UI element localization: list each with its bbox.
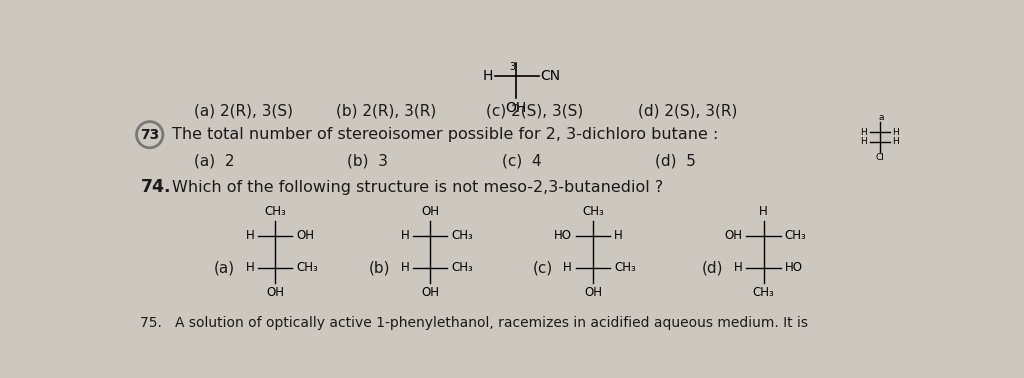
Text: H: H [759, 205, 768, 218]
Text: (a): (a) [214, 260, 234, 276]
Text: Which of the following structure is not meso-2,3-butanediol ?: Which of the following structure is not … [172, 180, 664, 195]
Text: (b): (b) [369, 260, 390, 276]
Text: H: H [892, 137, 899, 146]
Text: CH₃: CH₃ [452, 262, 473, 274]
Text: (b)  3: (b) 3 [347, 153, 388, 168]
Text: H: H [400, 229, 410, 242]
Text: (a) 2(R), 3(S): (a) 2(R), 3(S) [194, 103, 293, 118]
Text: 74.: 74. [140, 178, 171, 196]
Text: CH₃: CH₃ [296, 262, 317, 274]
Text: (c): (c) [532, 260, 553, 276]
Text: CH₃: CH₃ [582, 205, 604, 218]
Text: OH: OH [266, 286, 285, 299]
Text: The total number of stereoisomer possible for 2, 3-dichloro butane :: The total number of stereoisomer possibl… [172, 127, 719, 142]
Text: (d) 2(S), 3(R): (d) 2(S), 3(R) [638, 103, 737, 118]
Text: H: H [860, 128, 867, 137]
Text: CH₃: CH₃ [784, 229, 806, 242]
Text: H: H [860, 137, 867, 146]
Text: (d)  5: (d) 5 [655, 153, 696, 168]
Text: H: H [246, 262, 254, 274]
Text: (c)  4: (c) 4 [502, 153, 541, 168]
Text: H: H [482, 69, 493, 83]
Text: HO: HO [784, 262, 803, 274]
Text: OH: OH [421, 205, 439, 218]
Text: CN: CN [541, 69, 560, 83]
Text: CH₃: CH₃ [264, 205, 286, 218]
Text: 73: 73 [140, 128, 160, 142]
Text: H: H [246, 229, 254, 242]
Text: 3: 3 [509, 62, 515, 72]
Text: OH: OH [296, 229, 314, 242]
Text: H: H [892, 128, 899, 137]
Text: H: H [400, 262, 410, 274]
Text: HO: HO [554, 229, 572, 242]
Text: H: H [734, 262, 742, 274]
Text: (b) 2(R), 3(R): (b) 2(R), 3(R) [336, 103, 436, 118]
Text: 75.   A solution of optically active 1-phenylethanol, racemizes in acidified aqu: 75. A solution of optically active 1-phe… [140, 316, 808, 330]
Text: CH₃: CH₃ [753, 286, 774, 299]
Text: a: a [879, 113, 884, 122]
Text: CH₃: CH₃ [614, 262, 636, 274]
Text: Cl: Cl [876, 153, 884, 162]
Text: OH: OH [505, 101, 526, 115]
Text: OH: OH [725, 229, 742, 242]
Text: H: H [563, 262, 572, 274]
Text: (d): (d) [701, 260, 723, 276]
Text: OH: OH [584, 286, 602, 299]
Text: (a)  2: (a) 2 [194, 153, 234, 168]
Text: (c) 2(S), 3(S): (c) 2(S), 3(S) [486, 103, 584, 118]
Text: OH: OH [421, 286, 439, 299]
Text: CH₃: CH₃ [452, 229, 473, 242]
Text: H: H [614, 229, 623, 242]
